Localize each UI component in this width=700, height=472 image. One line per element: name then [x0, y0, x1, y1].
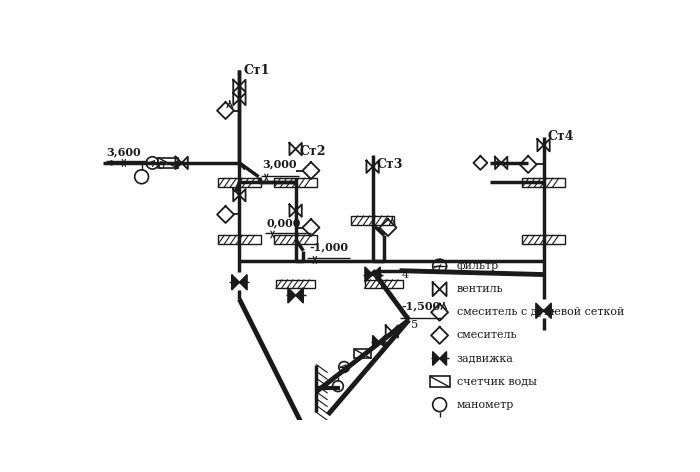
Polygon shape — [288, 287, 295, 303]
Text: 0: 0 — [157, 161, 164, 171]
Polygon shape — [372, 267, 380, 282]
Text: задвижка: задвижка — [456, 354, 513, 363]
Polygon shape — [232, 275, 239, 290]
Bar — [158, 158, 178, 169]
Text: Ст1: Ст1 — [244, 64, 270, 76]
Text: 4: 4 — [402, 270, 409, 280]
Text: Ст2: Ст2 — [300, 145, 326, 158]
Text: 3: 3 — [375, 270, 382, 280]
Bar — [276, 280, 315, 288]
Polygon shape — [239, 275, 247, 290]
Text: 3,000: 3,000 — [262, 159, 297, 169]
Text: -1,500: -1,500 — [401, 300, 440, 311]
Bar — [351, 216, 394, 225]
Polygon shape — [295, 287, 303, 303]
Text: 5: 5 — [411, 320, 418, 329]
Text: 0,000: 0,000 — [266, 217, 301, 228]
Text: манометр: манометр — [456, 400, 514, 410]
Text: Ст3: Ст3 — [377, 158, 402, 171]
Text: счетчик воды: счетчик воды — [456, 377, 536, 387]
Text: -1,000: -1,000 — [309, 241, 349, 252]
Bar — [274, 235, 317, 244]
Text: Ст4: Ст4 — [547, 130, 574, 143]
Polygon shape — [543, 303, 552, 319]
Polygon shape — [379, 336, 385, 348]
Bar — [522, 178, 565, 187]
Bar — [274, 178, 317, 187]
Polygon shape — [433, 352, 440, 365]
Polygon shape — [372, 336, 379, 348]
Bar — [218, 235, 260, 244]
Polygon shape — [536, 303, 543, 319]
Bar — [218, 178, 260, 187]
Bar — [354, 349, 371, 358]
Text: 3,600: 3,600 — [106, 146, 141, 157]
Polygon shape — [365, 267, 372, 282]
Text: фильтр: фильтр — [456, 261, 499, 271]
Polygon shape — [440, 352, 447, 365]
Text: смеситель с душевой сеткой: смеситель с душевой сеткой — [456, 307, 624, 317]
Text: 1: 1 — [172, 161, 179, 171]
Text: вентиль: вентиль — [456, 284, 503, 294]
Bar — [522, 235, 565, 244]
Bar — [365, 280, 403, 288]
Bar — [430, 376, 449, 387]
Text: смеситель: смеситель — [456, 330, 517, 340]
